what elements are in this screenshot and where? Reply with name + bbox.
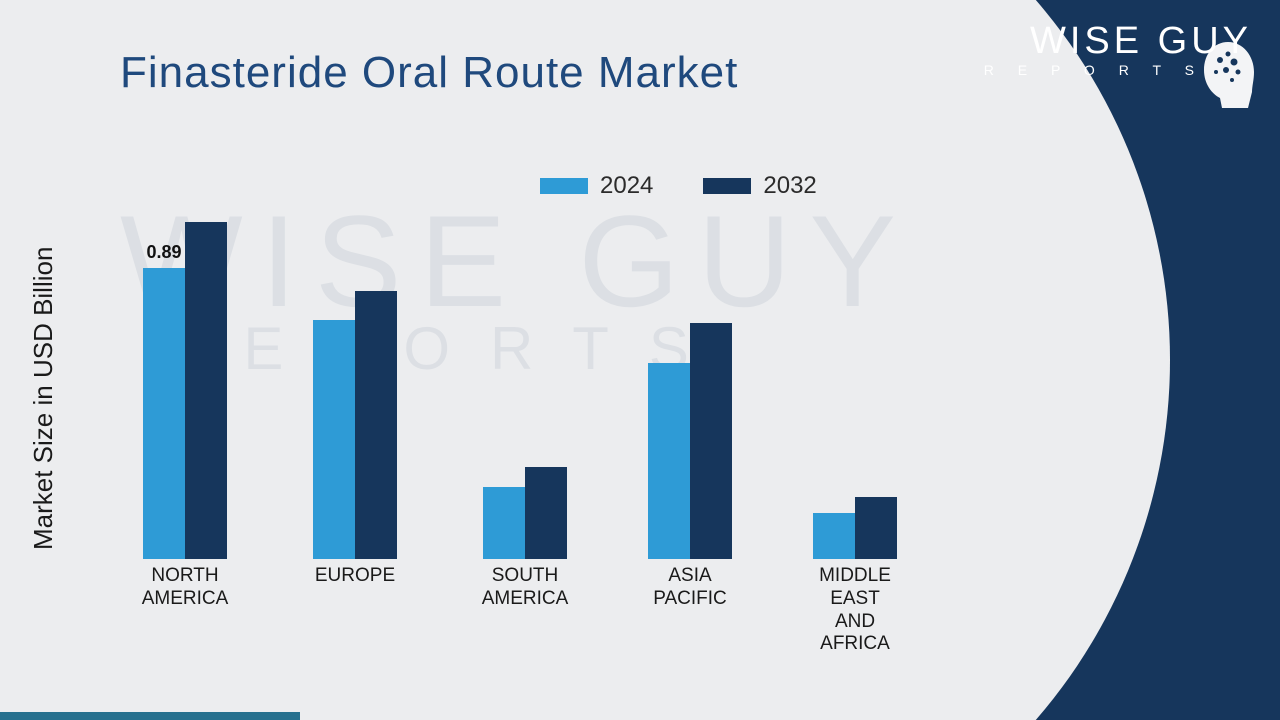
legend-swatch [703,178,751,194]
bar-chart: 0.89 NORTHAMERICAEUROPESOUTHAMERICAASIAP… [100,200,960,580]
bar [483,487,525,559]
legend-item-2024: 2024 [540,172,653,200]
y-axis-label: Market Size in USD Billion [28,247,59,550]
bar [690,323,732,559]
bar-group [460,467,590,559]
bar [648,363,690,559]
bar [313,320,355,559]
category-label: EUROPE [290,565,420,588]
category-label: ASIAPACIFIC [625,565,755,611]
bar: 0.89 [143,268,185,559]
bar [185,222,227,559]
category-label: SOUTHAMERICA [460,565,590,611]
category-label: MIDDLEEASTANDAFRICA [790,565,920,656]
bar-group [290,291,420,559]
bar-value-label: 0.89 [146,242,181,263]
brand-logo: WISE GUY R E P O R T S [984,22,1252,78]
accent-bar [0,712,300,720]
legend-swatch [540,178,588,194]
bar-group [790,497,920,559]
bar [355,291,397,559]
bar-group: 0.89 [120,222,250,559]
brand-subtitle: R E P O R T S [984,62,1204,78]
bar [813,513,855,559]
brand-head-icon [1198,40,1258,110]
bar-group [625,323,755,559]
category-label: NORTHAMERICA [120,565,250,611]
legend-item-2032: 2032 [703,172,816,200]
chart-title: Finasteride Oral Route Market [120,48,738,98]
legend-label: 2032 [763,172,816,200]
legend: 2024 2032 [540,172,817,200]
bar [525,467,567,559]
bar [855,497,897,559]
legend-label: 2024 [600,172,653,200]
plot-area: 0.89 [100,200,960,560]
